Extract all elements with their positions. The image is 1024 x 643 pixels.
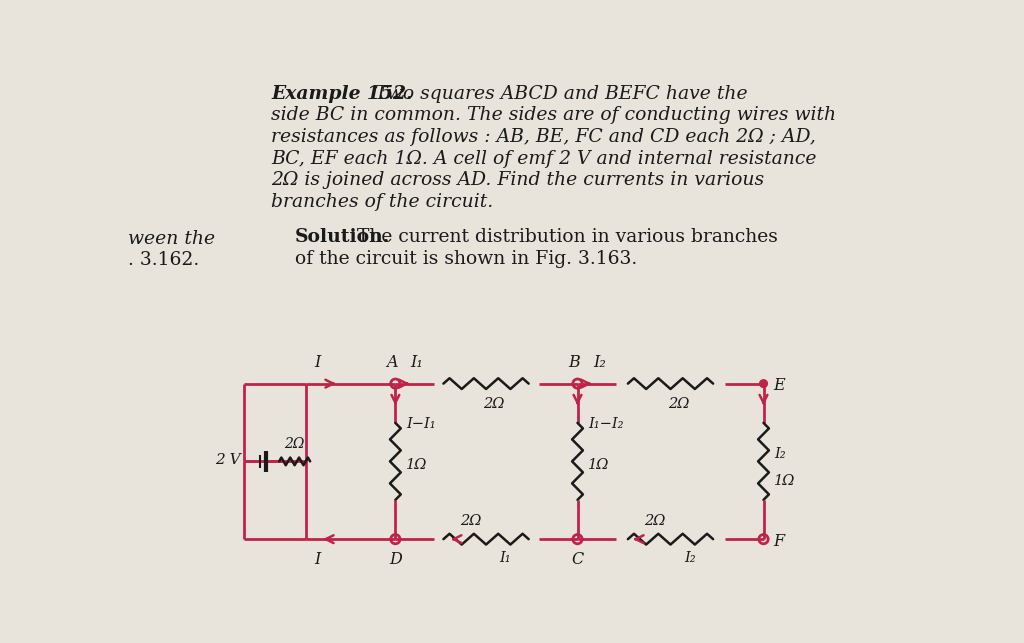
Text: E: E bbox=[773, 377, 784, 394]
Text: D: D bbox=[389, 552, 401, 568]
Text: I₂: I₂ bbox=[593, 354, 605, 371]
Text: I₂: I₂ bbox=[684, 552, 695, 565]
Text: ween the: ween the bbox=[128, 230, 215, 248]
Text: Two squares ABCD and BEFC have the: Two squares ABCD and BEFC have the bbox=[362, 85, 748, 103]
Text: of the circuit is shown in Fig. 3.163.: of the circuit is shown in Fig. 3.163. bbox=[295, 249, 637, 267]
Circle shape bbox=[760, 380, 767, 388]
Text: I₁: I₁ bbox=[411, 354, 424, 371]
Text: BC, EF each 1Ω. A cell of emf 2 V and internal resistance: BC, EF each 1Ω. A cell of emf 2 V and in… bbox=[271, 150, 817, 168]
Text: 2Ω: 2Ω bbox=[483, 397, 505, 412]
Text: F: F bbox=[773, 533, 784, 550]
Text: Solution.: Solution. bbox=[295, 228, 390, 246]
Text: I₁−I₂: I₁−I₂ bbox=[589, 417, 624, 431]
Text: I: I bbox=[314, 552, 322, 568]
Text: B: B bbox=[567, 354, 580, 371]
Text: I₁: I₁ bbox=[500, 552, 511, 565]
Text: Example 152.: Example 152. bbox=[271, 85, 413, 103]
Text: 2Ω: 2Ω bbox=[644, 514, 666, 529]
Text: 2Ω: 2Ω bbox=[668, 397, 689, 412]
Text: 1Ω: 1Ω bbox=[774, 474, 796, 487]
Text: branches of the circuit.: branches of the circuit. bbox=[271, 193, 494, 211]
Text: I₂: I₂ bbox=[774, 447, 786, 460]
Text: 1Ω: 1Ω bbox=[589, 458, 609, 472]
Text: I−I₁: I−I₁ bbox=[407, 417, 436, 431]
Text: . 3.162.: . 3.162. bbox=[128, 251, 200, 269]
Text: 2Ω is joined across AD. Find the currents in various: 2Ω is joined across AD. Find the current… bbox=[271, 171, 765, 189]
Text: 2 V: 2 V bbox=[215, 453, 241, 467]
Text: The current distribution in various branches: The current distribution in various bran… bbox=[351, 228, 778, 246]
Text: 1Ω: 1Ω bbox=[407, 458, 428, 472]
Text: A: A bbox=[386, 354, 397, 371]
Text: C: C bbox=[571, 552, 584, 568]
Text: I: I bbox=[314, 354, 322, 371]
Text: side BC in common. The sides are of conducting wires with: side BC in common. The sides are of cond… bbox=[271, 107, 837, 124]
Text: 2Ω: 2Ω bbox=[285, 437, 305, 451]
Text: resistances as follows : AB, BE, FC and CD each 2Ω ; AD,: resistances as follows : AB, BE, FC and … bbox=[271, 128, 816, 146]
Text: 2Ω: 2Ω bbox=[460, 514, 481, 529]
